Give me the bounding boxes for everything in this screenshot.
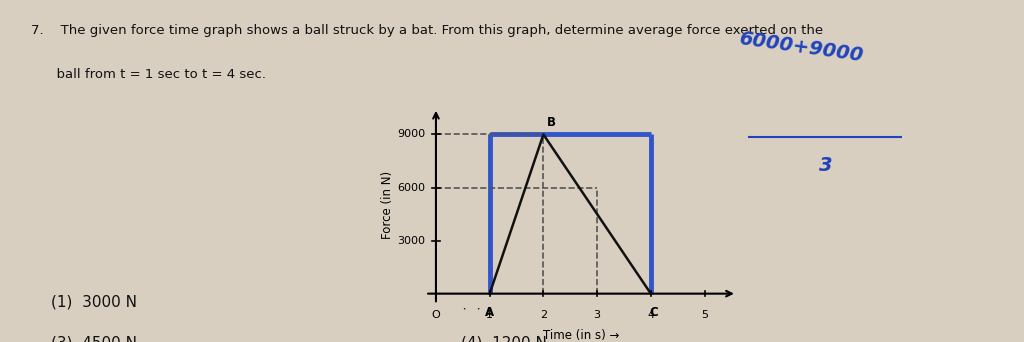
Text: O: O <box>431 310 440 319</box>
Text: 2: 2 <box>540 310 547 319</box>
Text: 4: 4 <box>647 310 654 319</box>
Text: (2)  6000 N: (2) 6000 N <box>461 294 547 309</box>
Text: 3000: 3000 <box>397 236 425 246</box>
Text: 9000: 9000 <box>397 129 425 140</box>
Text: (1)  3000 N: (1) 3000 N <box>51 294 137 309</box>
Text: ball from t = 1 sec to t = 4 sec.: ball from t = 1 sec to t = 4 sec. <box>31 68 265 81</box>
Text: Time (in s) →: Time (in s) → <box>543 329 620 342</box>
Text: B: B <box>547 116 556 129</box>
Text: 3: 3 <box>819 156 833 175</box>
Text: 3: 3 <box>594 310 601 319</box>
Text: (3)  4500 N: (3) 4500 N <box>51 335 137 342</box>
Text: A: A <box>485 306 495 319</box>
Text: (4)  1200 N: (4) 1200 N <box>461 335 547 342</box>
Text: 6000: 6000 <box>397 183 425 193</box>
Text: C: C <box>649 306 657 319</box>
Text: 5: 5 <box>701 310 708 319</box>
Text: 7.    The given force time graph shows a ball struck by a bat. From this graph, : 7. The given force time graph shows a ba… <box>31 24 823 37</box>
Text: 1: 1 <box>486 310 494 319</box>
Text: 6000+9000: 6000+9000 <box>737 29 864 66</box>
Text: Force (in N): Force (in N) <box>381 171 394 239</box>
